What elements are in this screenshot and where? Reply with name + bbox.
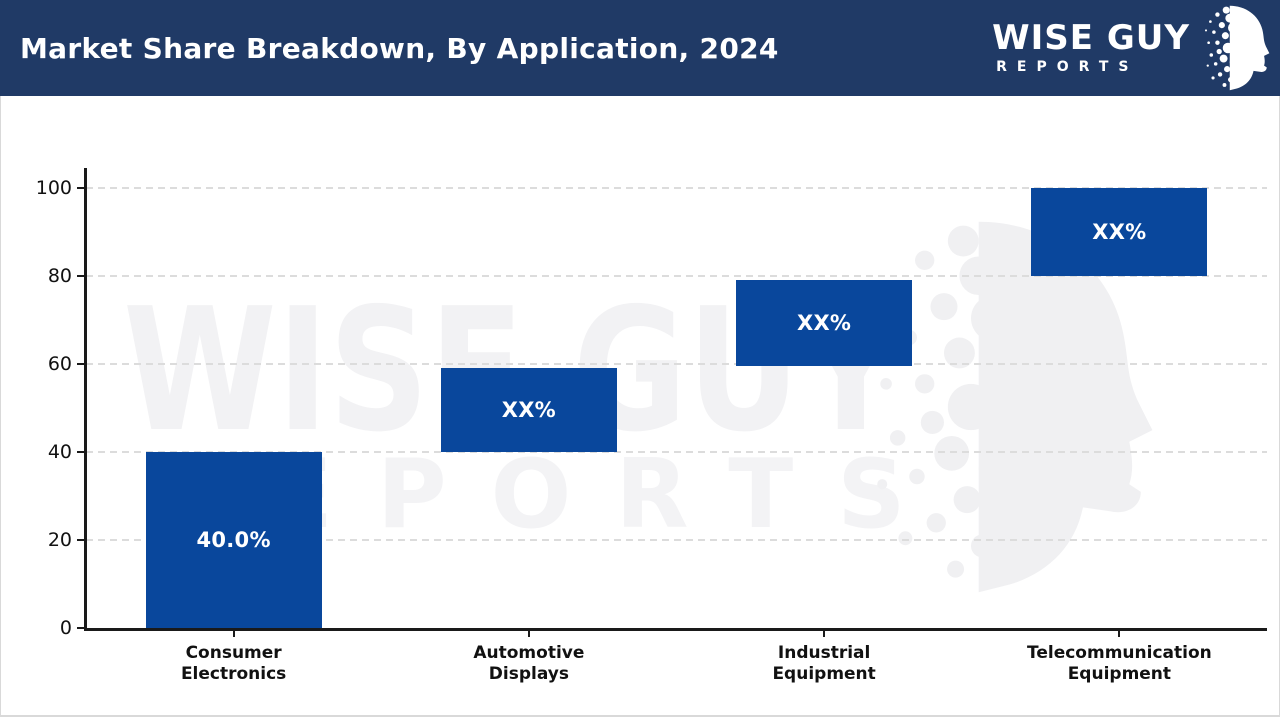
bar-value-label-telecommunication-equipment: XX% — [1092, 219, 1147, 244]
gridline-60 — [86, 362, 1267, 365]
x-tick-industrial-equipment — [823, 630, 826, 637]
bar-automotive-displays: XX% — [440, 368, 617, 452]
logo-wiseguy-text: WISE GUY — [992, 18, 1190, 58]
chart-area: WISE GUY REPORTS 0 20 40 60 80 100 40.0% Consum… — [0, 96, 1280, 717]
x-tick-automotive-displays — [527, 630, 530, 637]
x-tick-label-automotive-displays: Automotive Displays — [473, 643, 585, 684]
bar-value-label-automotive-displays: XX% — [501, 398, 557, 422]
gridline-100 — [86, 186, 1267, 189]
logo-head-icon — [1184, 4, 1272, 92]
bar-industrial-equipment: XX% — [736, 280, 913, 366]
y-tick-label-80: 80 — [47, 264, 72, 287]
x-tick-label-telecommunication-equipment: Telecommunication Equipment — [1027, 643, 1212, 684]
gridline-20 — [86, 538, 1267, 541]
y-tick-label-60: 60 — [47, 352, 72, 375]
y-tick-label-100: 100 — [35, 176, 72, 199]
gridline-80 — [86, 274, 1267, 277]
logo-reports-text: REPORTS — [996, 59, 1139, 75]
page-title: Market Share Breakdown, By Application, … — [20, 31, 779, 65]
y-tick-80 — [77, 274, 86, 277]
y-tick-label-0: 0 — [59, 617, 72, 639]
plot-area: 0 20 40 60 80 100 40.0% Consumer Electronics XX%… — [36, 168, 1267, 684]
x-axis-spine — [84, 628, 1267, 631]
bar-telecommunication-equipment: XX% — [1031, 187, 1208, 276]
y-tick-20 — [77, 538, 86, 541]
x-tick-label-consumer-electronics: Consumer Electronics — [180, 643, 287, 684]
bar-consumer-electronics: 40.0% — [145, 451, 322, 628]
y-tick-40 — [77, 450, 86, 453]
y-tick-label-20: 20 — [47, 528, 72, 551]
y-tick-100 — [77, 186, 86, 189]
bar-value-label-industrial-equipment: XX% — [796, 311, 852, 336]
x-tick-label-industrial-equipment: Industrial Equipment — [772, 643, 876, 684]
y-tick-60 — [77, 362, 86, 365]
y-axis-spine — [84, 168, 87, 630]
gridline-40 — [86, 450, 1267, 453]
y-tick-label-40: 40 — [47, 440, 72, 463]
y-tick-0 — [77, 627, 86, 629]
x-tick-consumer-electronics — [232, 630, 235, 637]
logo-text: WISE GUY REPORTS — [992, 21, 1190, 75]
wiseguy-logo: WISE GUY REPORTS — [992, 0, 1280, 96]
x-tick-telecommunication-equipment — [1118, 630, 1121, 637]
bar-value-label-consumer-electronics: 40.0% — [196, 527, 271, 552]
header-bar: Market Share Breakdown, By Application, … — [0, 0, 1280, 96]
